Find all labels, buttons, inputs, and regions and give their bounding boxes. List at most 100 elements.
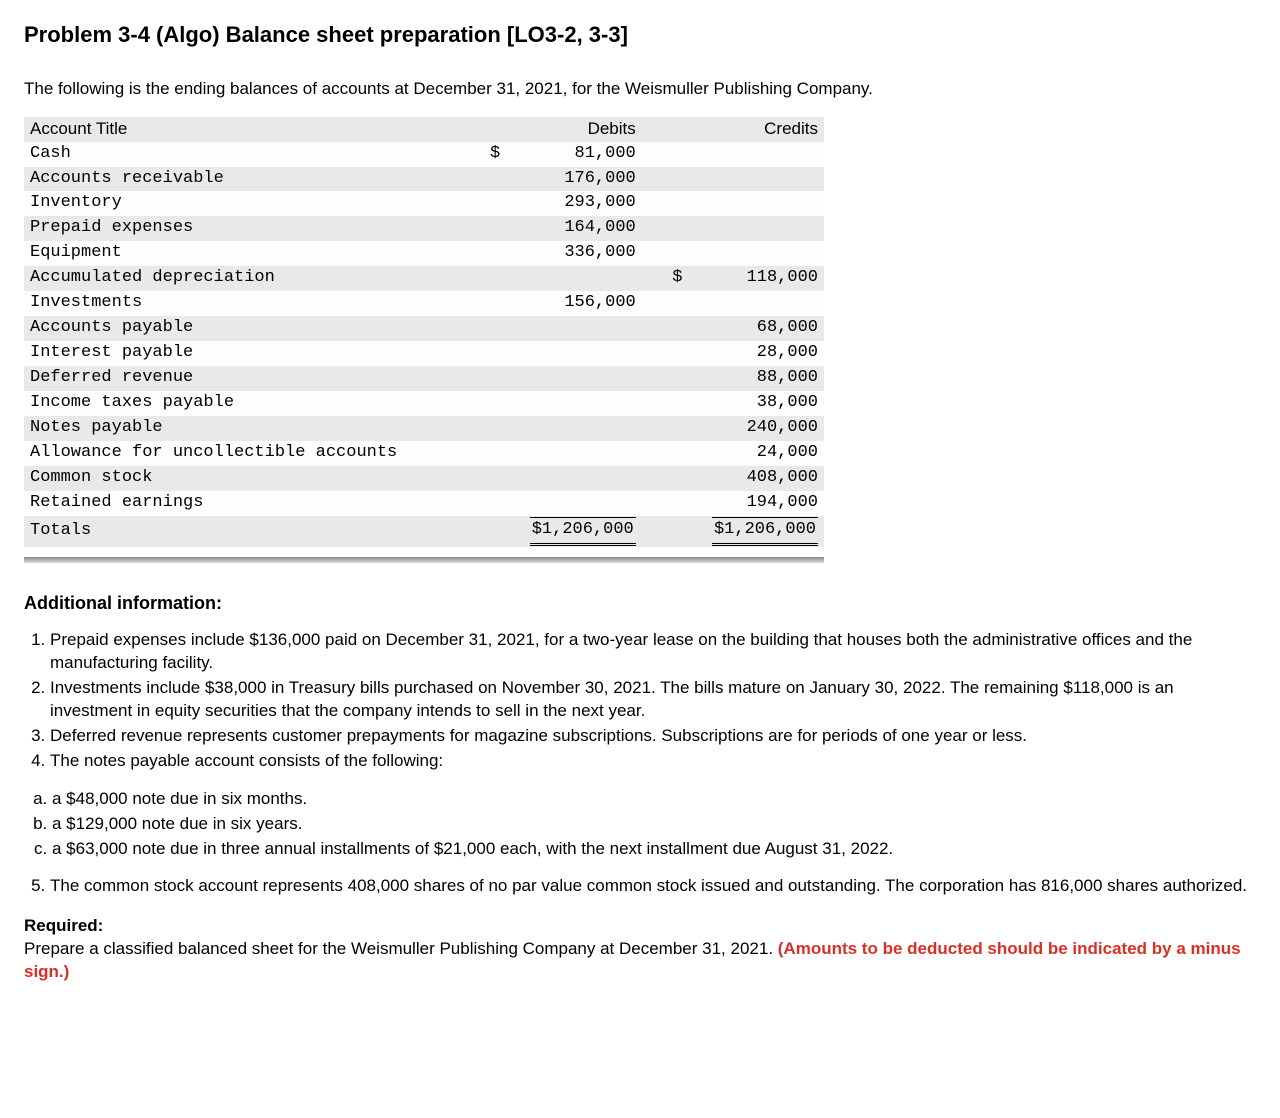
debit-symbol-cell xyxy=(460,416,507,441)
debit-symbol-cell xyxy=(460,216,507,241)
debit-symbol-cell xyxy=(460,191,507,216)
debit-symbol-cell xyxy=(460,441,507,466)
credit-cell xyxy=(688,216,824,241)
table-row: Equipment336,000 xyxy=(24,241,824,266)
account-title-cell: Inventory xyxy=(24,191,460,216)
debit-cell: 293,000 xyxy=(506,191,642,216)
required-block: Required: Prepare a classified balanced … xyxy=(24,915,1256,984)
credit-symbol-cell xyxy=(642,466,689,491)
debit-cell xyxy=(506,266,642,291)
debit-symbol-cell: $ xyxy=(460,142,507,167)
credit-symbol-cell: $ xyxy=(642,266,689,291)
required-text: Prepare a classified balanced sheet for … xyxy=(24,939,778,958)
info-item-2: Investments include $38,000 in Treasury … xyxy=(50,677,1256,723)
table-row: Retained earnings194,000 xyxy=(24,491,824,516)
additional-info-heading: Additional information: xyxy=(24,591,1256,615)
problem-title: Problem 3-4 (Algo) Balance sheet prepara… xyxy=(24,20,1256,50)
account-title-cell: Allowance for uncollectible accounts xyxy=(24,441,460,466)
additional-info-list-cont: The common stock account represents 408,… xyxy=(24,875,1256,898)
debit-symbol-cell xyxy=(460,341,507,366)
account-title-cell: Cash xyxy=(24,142,460,167)
sub-item-a: a $48,000 note due in six months. xyxy=(52,788,1256,811)
col-header-debits: Debits xyxy=(506,117,642,142)
debit-symbol-cell xyxy=(460,316,507,341)
credit-symbol-cell xyxy=(642,142,689,167)
debit-symbol-cell xyxy=(460,241,507,266)
totals-debit-cell: $1,206,000 xyxy=(506,516,642,547)
credit-symbol-cell xyxy=(642,191,689,216)
credit-symbol-cell xyxy=(642,441,689,466)
debit-symbol-cell xyxy=(460,491,507,516)
table-row: Notes payable 240,000 xyxy=(24,416,824,441)
table-row: Deferred revenue 88,000 xyxy=(24,366,824,391)
debit-cell: 81,000 xyxy=(506,142,642,167)
table-row: Cash$81,000 xyxy=(24,142,824,167)
credit-cell: 88,000 xyxy=(688,366,824,391)
table-row: Accounts receivable176,000 xyxy=(24,167,824,192)
table-row: Income taxes payable38,000 xyxy=(24,391,824,416)
debit-cell: 156,000 xyxy=(506,291,642,316)
table-row: Allowance for uncollectible accounts 24,0… xyxy=(24,441,824,466)
debit-cell xyxy=(506,341,642,366)
info-item-5: The common stock account represents 408,… xyxy=(50,875,1256,898)
totals-label-cell: Totals xyxy=(24,516,460,547)
table-row: Prepaid expenses 164,000 xyxy=(24,216,824,241)
credit-symbol-cell xyxy=(642,416,689,441)
debit-cell xyxy=(506,416,642,441)
credit-cell xyxy=(688,167,824,192)
credit-cell: 240,000 xyxy=(688,416,824,441)
debit-symbol-cell xyxy=(460,366,507,391)
account-title-cell: Notes payable xyxy=(24,416,460,441)
totals-credit-cell: $1,206,000 xyxy=(688,516,824,547)
credit-symbol-cell xyxy=(642,291,689,316)
account-title-cell: Income taxes payable xyxy=(24,391,460,416)
table-row: Investments 156,000 xyxy=(24,291,824,316)
account-title-cell: Accumulated depreciation xyxy=(24,266,460,291)
totals-row: Totals $1,206,000 $1,206,000 xyxy=(24,516,824,547)
account-title-cell: Investments xyxy=(24,291,460,316)
debit-cell: 336,000 xyxy=(506,241,642,266)
debit-cell xyxy=(506,491,642,516)
account-title-cell: Deferred revenue xyxy=(24,366,460,391)
required-label: Required: xyxy=(24,916,103,935)
credit-cell: 118,000 xyxy=(688,266,824,291)
debit-symbol-cell xyxy=(460,391,507,416)
additional-info-list: Prepaid expenses include $136,000 paid o… xyxy=(24,629,1256,773)
debit-cell xyxy=(506,466,642,491)
account-title-cell: Common stock xyxy=(24,466,460,491)
table-row: Accounts payable68,000 xyxy=(24,316,824,341)
sub-item-c: a $63,000 note due in three annual insta… xyxy=(52,838,1256,861)
debit-symbol-cell xyxy=(460,291,507,316)
table-header-row: Account Title Debits Credits xyxy=(24,117,824,142)
credit-cell xyxy=(688,191,824,216)
info-item-4: The notes payable account consists of th… xyxy=(50,750,1256,773)
credit-cell: 24,000 xyxy=(688,441,824,466)
credit-symbol-cell xyxy=(642,216,689,241)
credit-symbol-cell xyxy=(642,491,689,516)
table-row: Inventory 293,000 xyxy=(24,191,824,216)
account-title-cell: Accounts receivable xyxy=(24,167,460,192)
credit-symbol-cell xyxy=(642,167,689,192)
debit-cell xyxy=(506,366,642,391)
totals-debit-sym xyxy=(460,516,507,547)
debit-symbol-cell xyxy=(460,266,507,291)
debit-cell xyxy=(506,441,642,466)
info-item-3: Deferred revenue represents customer pre… xyxy=(50,725,1256,748)
table-footer-rule xyxy=(24,557,824,563)
account-title-cell: Prepaid expenses xyxy=(24,216,460,241)
trial-balance-table: Account Title Debits Credits Cash$81,000… xyxy=(24,117,824,547)
credit-cell: 408,000 xyxy=(688,466,824,491)
credit-cell xyxy=(688,291,824,316)
table-row: Interest payable28,000 xyxy=(24,341,824,366)
sub-item-b: a $129,000 note due in six years. xyxy=(52,813,1256,836)
credit-symbol-cell xyxy=(642,241,689,266)
credit-cell: 194,000 xyxy=(688,491,824,516)
table-row: Common stock 408,000 xyxy=(24,466,824,491)
debit-symbol-cell xyxy=(460,167,507,192)
debit-cell: 164,000 xyxy=(506,216,642,241)
credit-cell: 68,000 xyxy=(688,316,824,341)
debit-symbol-cell xyxy=(460,466,507,491)
credit-symbol-cell xyxy=(642,341,689,366)
account-title-cell: Interest payable xyxy=(24,341,460,366)
debit-cell xyxy=(506,316,642,341)
